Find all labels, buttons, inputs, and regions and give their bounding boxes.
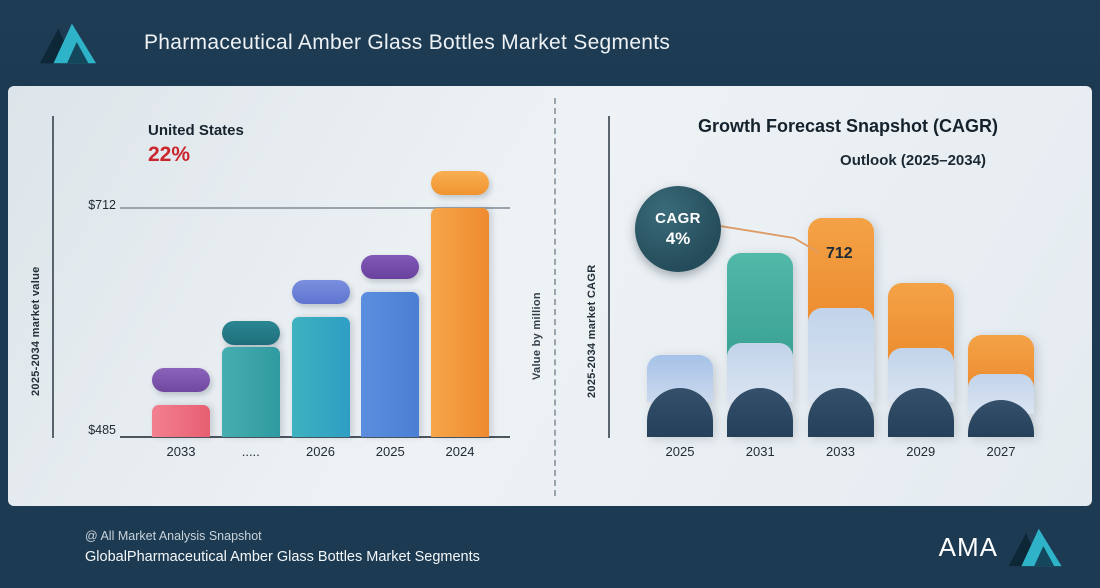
page-title: Pharmaceutical Amber Glass Bottles Marke… (144, 31, 671, 54)
gridline-712 (120, 207, 510, 209)
right-xlabels: 2025 2031 2033 2029 2027 (647, 444, 1034, 459)
ama-logo-icon-footer (1008, 526, 1064, 568)
main-panel: 2025-2034 market value United States 22%… (8, 86, 1092, 506)
footer-brand: AMA (939, 526, 1064, 568)
stacked-bar-2027 (968, 335, 1034, 437)
right-y-axis-line (608, 116, 610, 438)
x-label: ..... (241, 444, 260, 459)
left-y-axis-line (52, 116, 54, 438)
bar-cap (291, 280, 350, 304)
country-label: United States (148, 122, 244, 139)
stacked-bar-2029 (887, 283, 954, 437)
bar-cap (431, 171, 489, 195)
bar-cap (152, 368, 210, 392)
value-by-million-label: Value by million (531, 292, 543, 380)
right-y-axis-label: 2025-2034 market CAGR (586, 264, 598, 398)
x-label: 2026 (306, 444, 335, 459)
cagr-value: 4% (665, 228, 691, 248)
bar-segment (807, 218, 874, 322)
left-y-axis-label: 2025-2034 market value (30, 266, 42, 396)
footer-line1: @ All Market Analysis Snapshot (85, 529, 262, 543)
footer: @ All Market Analysis Snapshot GlobalPha… (0, 506, 1100, 588)
bar-2033 (152, 368, 210, 437)
stacked-bar-2031 (727, 253, 794, 437)
left-baseline (120, 436, 510, 438)
cagr-label: CAGR (655, 209, 701, 227)
bar-2024 (431, 171, 489, 437)
bar-2026 (291, 280, 350, 437)
x-label: 2027 (986, 444, 1016, 459)
bar-value-712: 712 (826, 245, 853, 262)
cagr-badge: CAGR 4% (635, 186, 721, 272)
x-label: 2024 (445, 444, 475, 459)
tick-485: $485 (88, 423, 116, 437)
stacked-bar-2025 (647, 355, 713, 437)
left-xlabels: 2033..... 2026 2025 2024 (152, 444, 489, 459)
stacked-bar-2033 (807, 218, 874, 437)
header: Pharmaceutical Amber Glass Bottles Marke… (0, 0, 1100, 86)
footer-line2: GlobalPharmaceutical Amber Glass Bottles… (85, 549, 480, 565)
bar-cap (221, 321, 280, 345)
left-plot (152, 167, 489, 437)
bar-cap (361, 255, 420, 279)
bar-segment (807, 388, 874, 437)
right-plot (647, 206, 1034, 437)
x-label: 2025 (375, 444, 405, 459)
x-label: 2029 (906, 444, 936, 459)
bar-segment (727, 253, 794, 357)
panel-divider (554, 98, 556, 496)
x-label: 2025 (665, 444, 695, 459)
bar-body (152, 405, 210, 437)
ama-logo-icon (40, 20, 98, 66)
x-label: 2033 (826, 444, 855, 459)
x-label: 2031 (745, 444, 775, 459)
footer-text: @ All Market Analysis Snapshot GlobalPha… (85, 529, 480, 565)
x-label: 2033 (166, 444, 196, 459)
highlight-percent: 22% (148, 143, 191, 166)
right-chart-subtitle: Outlook (2025–2034) (840, 152, 986, 169)
bar-segment (647, 388, 713, 437)
right-chart-title: Growth Forecast Snapshot (CAGR) (697, 116, 998, 136)
bar-..... (221, 321, 280, 437)
bar-2025 (361, 255, 420, 437)
bar-body (361, 292, 420, 437)
bar-segment (727, 388, 794, 437)
bar-body (431, 208, 489, 437)
bar-body (221, 347, 280, 437)
bar-segment (887, 388, 954, 437)
brand-name: AMA (938, 531, 998, 562)
bar-body (291, 317, 350, 437)
tick-712: $712 (88, 198, 116, 212)
bar-segment (807, 308, 874, 402)
